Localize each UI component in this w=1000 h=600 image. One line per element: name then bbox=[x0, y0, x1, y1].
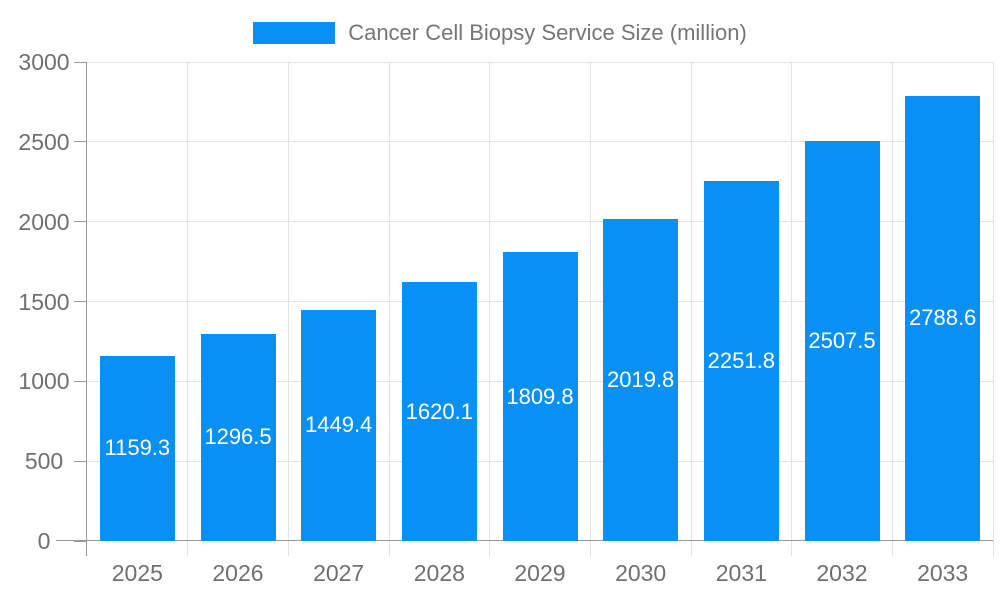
bar-value-label: 1449.4 bbox=[305, 412, 373, 438]
y-axis-line bbox=[86, 62, 87, 556]
y-tick bbox=[74, 540, 87, 542]
bar[interactable]: 1159.3 bbox=[99, 355, 175, 541]
v-gridline bbox=[187, 62, 189, 556]
x-tick-label: 2029 bbox=[514, 560, 566, 586]
x-tick-label: 2033 bbox=[917, 560, 969, 586]
legend-swatch[interactable] bbox=[253, 22, 336, 44]
v-gridline bbox=[791, 62, 793, 556]
bar[interactable]: 1449.4 bbox=[301, 309, 377, 541]
y-tick bbox=[74, 380, 87, 382]
h-gridline bbox=[87, 61, 993, 63]
y-tick bbox=[74, 460, 87, 462]
y-tick-label: 2500 bbox=[18, 128, 70, 155]
h-gridline bbox=[87, 221, 993, 223]
y-tick-label: 2000 bbox=[18, 208, 70, 235]
v-gridline bbox=[589, 62, 591, 556]
x-tick-label: 2032 bbox=[816, 560, 868, 586]
bar-value-label: 1620.1 bbox=[405, 398, 473, 424]
bar[interactable]: 1296.5 bbox=[200, 333, 276, 541]
bar[interactable]: 2788.6 bbox=[905, 95, 981, 541]
x-tick-label: 2031 bbox=[715, 560, 767, 586]
v-gridline bbox=[388, 62, 390, 556]
x-tick-label: 2030 bbox=[615, 560, 667, 586]
y-tick-label: 1500 bbox=[18, 288, 70, 315]
x-tick-label: 2025 bbox=[111, 560, 163, 586]
y-tick bbox=[74, 301, 87, 302]
y-tick-label: 1000 bbox=[18, 368, 70, 395]
x-tick-label: 2028 bbox=[413, 560, 465, 586]
bar[interactable]: 2507.5 bbox=[804, 140, 880, 541]
bar-value-label: 2019.8 bbox=[607, 366, 675, 392]
bar-value-label: 1809.8 bbox=[506, 383, 574, 409]
x-tick-label: 2027 bbox=[313, 560, 365, 586]
bar[interactable]: 2251.8 bbox=[703, 181, 779, 541]
bar-value-label: 2507.5 bbox=[808, 327, 876, 353]
bar-value-label: 1296.5 bbox=[204, 424, 272, 450]
bar[interactable]: 1809.8 bbox=[502, 252, 578, 541]
v-gridline bbox=[489, 62, 491, 556]
bar[interactable]: 1620.1 bbox=[401, 282, 477, 541]
y-tick-label: 3000 bbox=[18, 49, 70, 75]
v-gridline bbox=[891, 62, 893, 556]
h-gridline bbox=[87, 141, 993, 143]
legend: Cancer Cell Biopsy Service Size (million… bbox=[0, 20, 1000, 46]
y-tick-label: 0 bbox=[37, 528, 51, 554]
y-tick bbox=[74, 61, 87, 63]
v-gridline bbox=[992, 62, 994, 556]
x-tick-label: 2026 bbox=[212, 560, 264, 586]
bar-value-label: 1159.3 bbox=[104, 435, 171, 461]
bar-value-label: 2251.8 bbox=[707, 348, 775, 374]
v-gridline bbox=[690, 62, 692, 556]
bar-value-label: 2788.6 bbox=[909, 305, 977, 331]
bar[interactable]: 2019.8 bbox=[603, 218, 679, 541]
y-tick bbox=[74, 221, 87, 223]
legend-label[interactable]: Cancer Cell Biopsy Service Size (million… bbox=[348, 20, 747, 45]
y-tick-label: 500 bbox=[24, 448, 64, 475]
y-tick bbox=[74, 141, 87, 143]
v-gridline bbox=[287, 62, 289, 556]
